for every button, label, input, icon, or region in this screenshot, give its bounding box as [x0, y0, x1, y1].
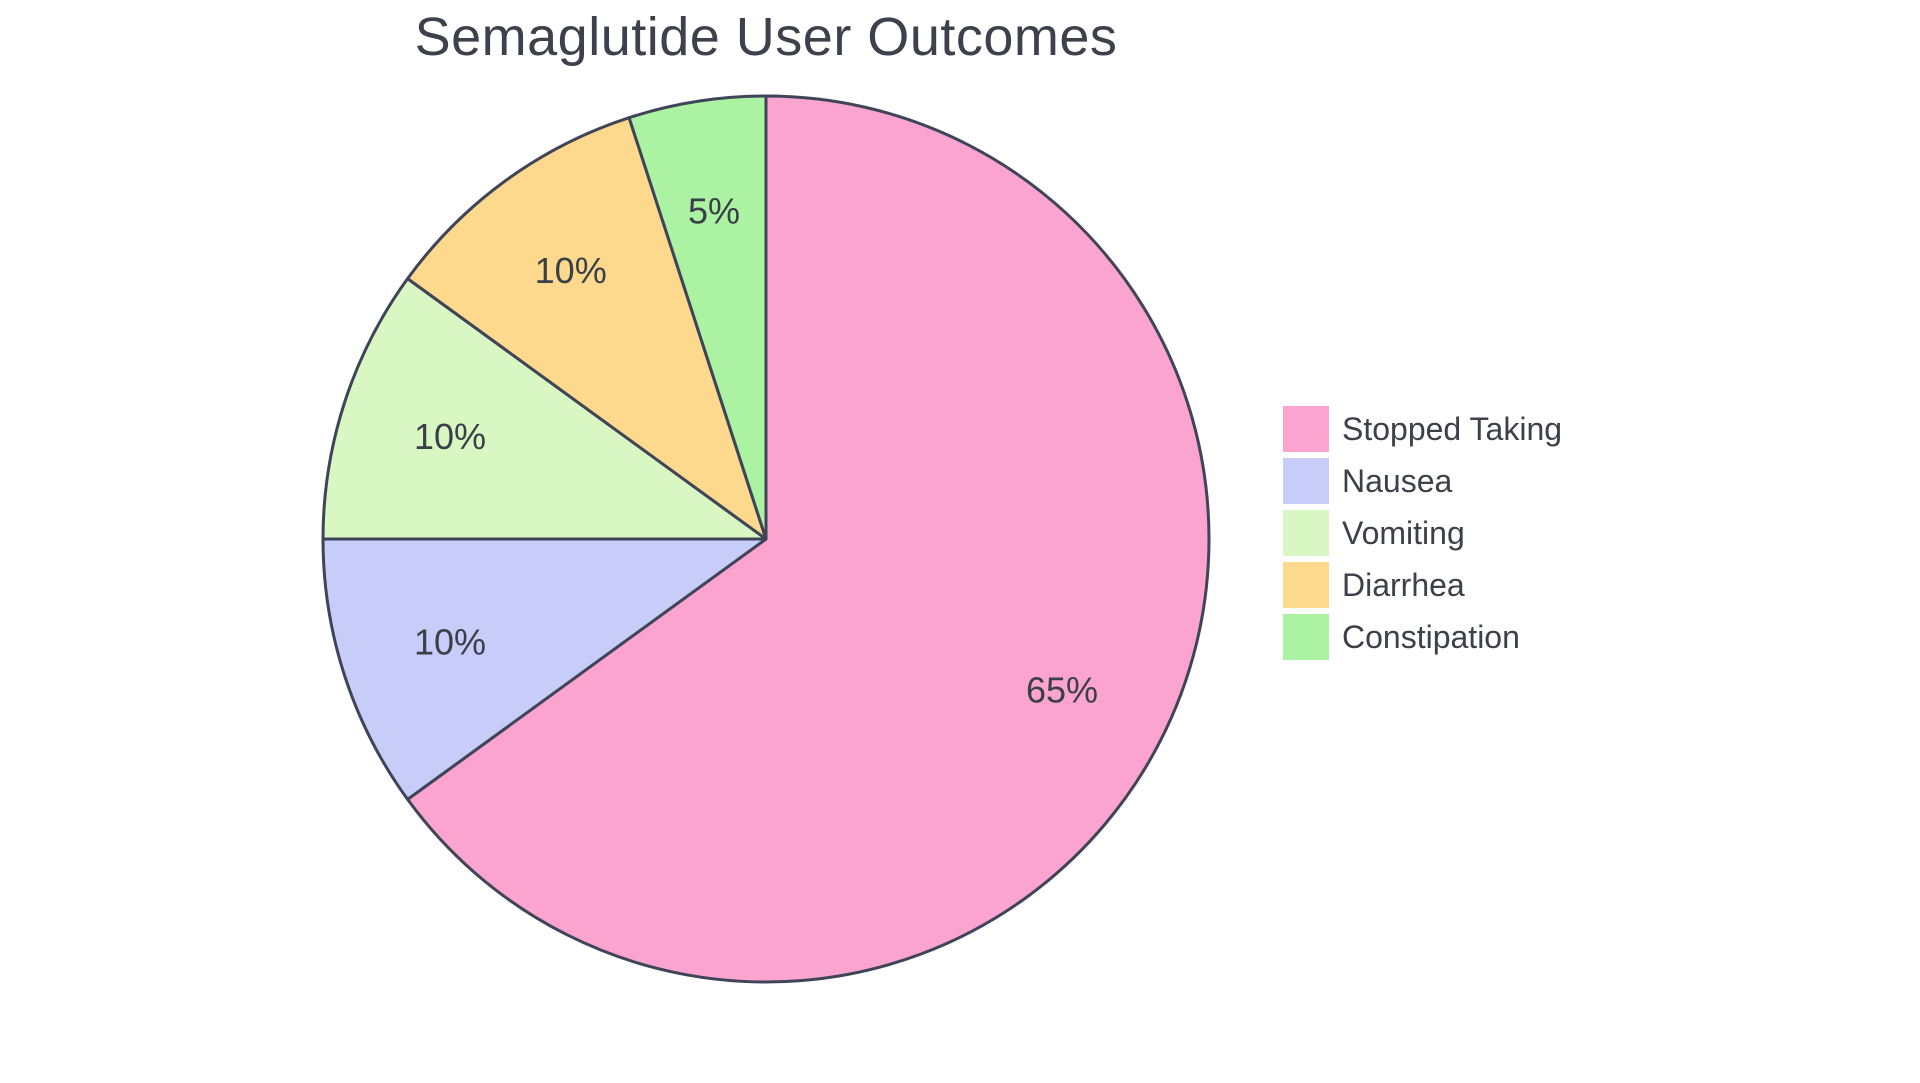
slice-label-vomiting: 10%: [414, 416, 486, 457]
legend-label: Nausea: [1342, 462, 1453, 499]
slice-label-constipation: 5%: [688, 190, 740, 231]
slice-label-diarrhea: 10%: [535, 250, 607, 291]
pie-slice-diarrhea[interactable]: [406, 116, 768, 541]
legend-swatch-diarrhea: [1283, 562, 1329, 608]
legend-swatch-stopped-taking: [1283, 406, 1329, 452]
legend-item-nausea[interactable]: Nausea: [1283, 458, 1562, 504]
legend-swatch-nausea: [1283, 458, 1329, 504]
legend-label: Vomiting: [1342, 514, 1465, 551]
legend-label: Constipation: [1342, 618, 1520, 655]
legend-swatch-vomiting: [1283, 510, 1329, 556]
legend-label: Stopped Taking: [1342, 410, 1563, 447]
legend-item-vomiting[interactable]: Vomiting: [1283, 510, 1562, 556]
legend-item-constipation[interactable]: Constipation: [1283, 614, 1562, 660]
legend-item-stopped-taking[interactable]: Stopped Taking: [1283, 406, 1562, 452]
legend: Stopped Taking Nausea Vomiting Diarrhea Cons…: [1283, 406, 1562, 666]
pie-slices-group: [321, 94, 1211, 984]
pie-slice-constipation[interactable]: [627, 94, 768, 541]
legend-label: Diarrhea: [1342, 566, 1465, 603]
pie-slice-nausea[interactable]: [321, 537, 768, 801]
chart-title: Semaglutide User Outcomes: [414, 7, 1118, 67]
pie-slice-vomiting[interactable]: [321, 277, 768, 541]
slice-label-nausea: 10%: [414, 621, 486, 662]
pie-slice-stopped-taking[interactable]: [406, 94, 1211, 984]
legend-item-diarrhea[interactable]: Diarrhea: [1283, 562, 1562, 608]
legend-swatch-constipation: [1283, 614, 1329, 660]
slice-label-stopped-taking: 65%: [1026, 669, 1098, 710]
pie-slice-labels-group: 65% 10% 10% 10% 5%: [414, 190, 1098, 710]
